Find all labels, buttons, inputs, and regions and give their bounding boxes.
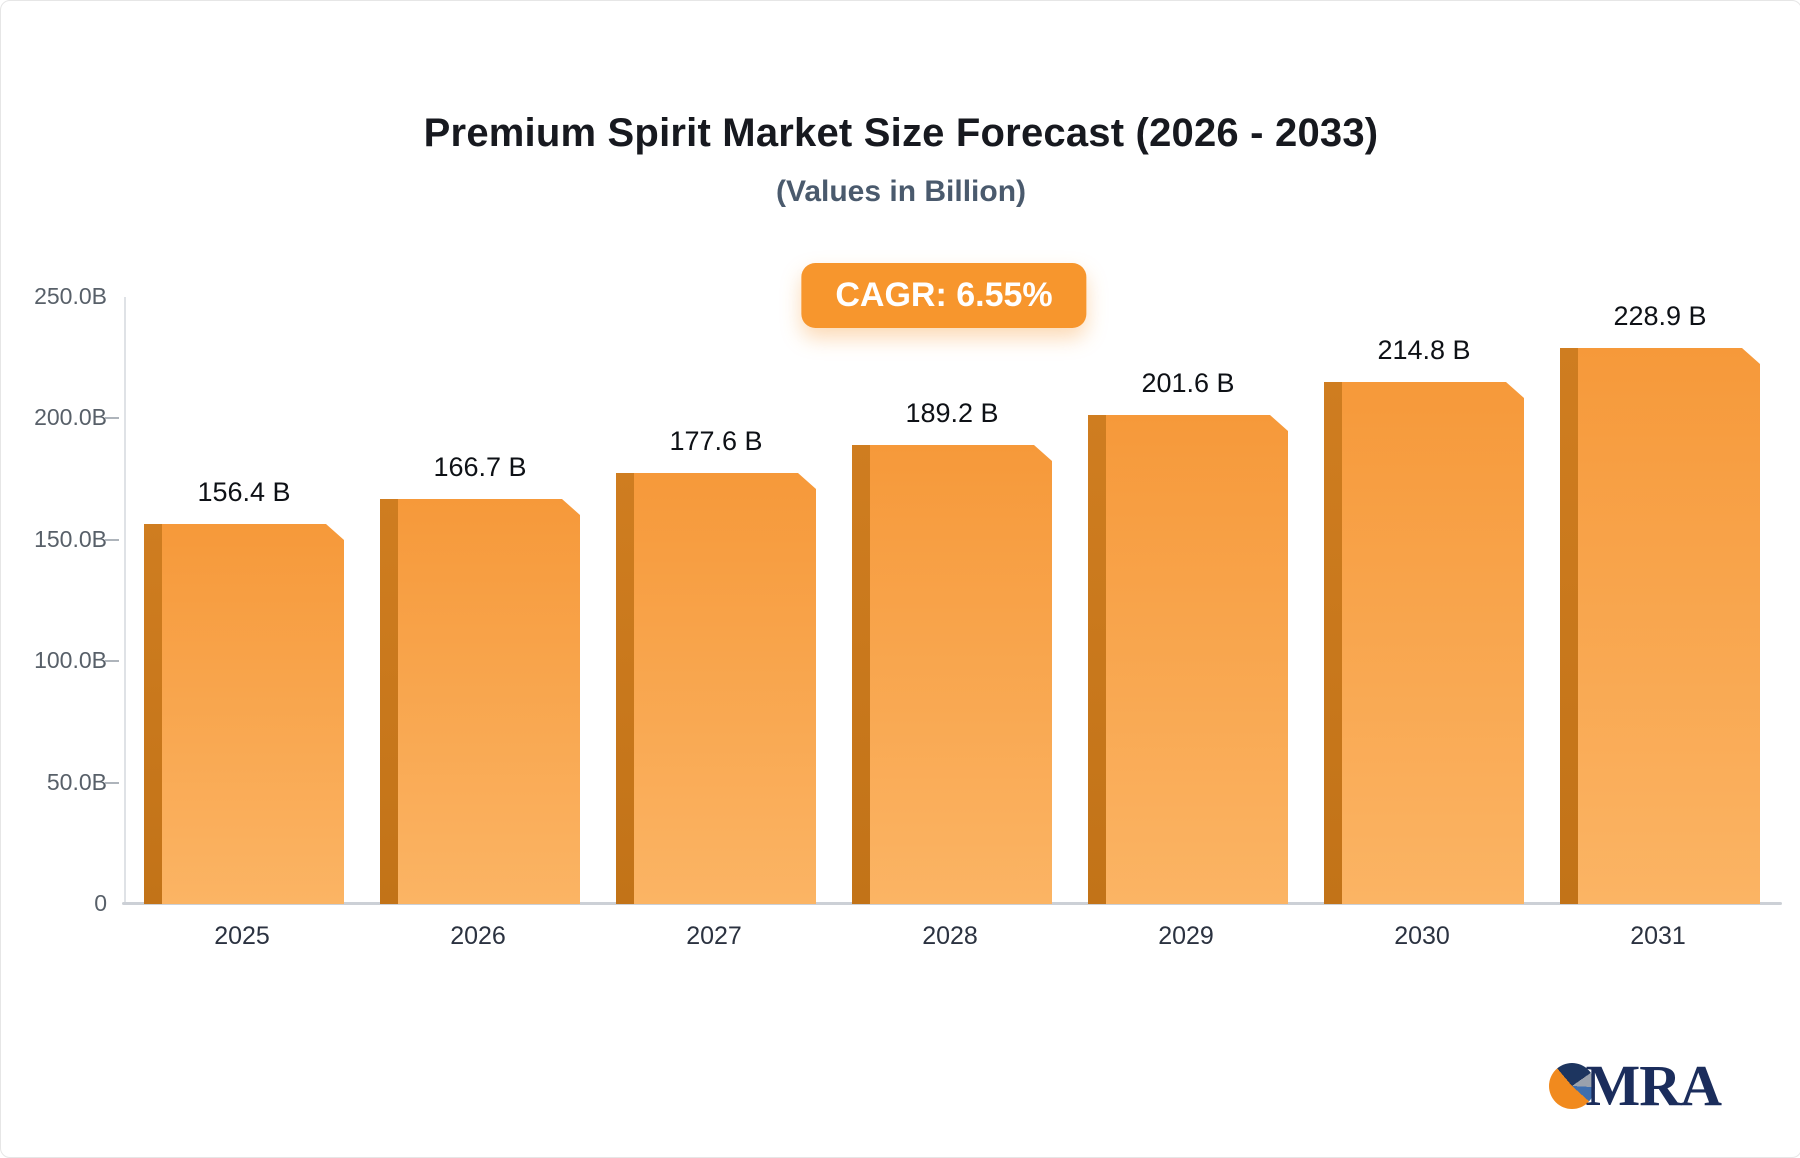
y-axis-label: 150.0B <box>34 525 107 552</box>
bar-side-face <box>380 499 398 904</box>
bar <box>616 473 816 904</box>
logo-pie-icon <box>1549 1063 1596 1109</box>
x-axis-label: 2030 <box>1394 922 1450 950</box>
bar <box>380 499 580 904</box>
x-axis-label: 2031 <box>1630 922 1686 950</box>
bar-value-label: 228.9 B <box>1613 301 1707 331</box>
bar-front-face <box>1342 382 1524 904</box>
x-axis-label: 2027 <box>686 922 742 950</box>
x-axis-label: 2026 <box>450 922 506 950</box>
bar-side-face <box>616 473 634 904</box>
plot-area: 156.4 B 166.7 B 177.6 B 189.2 B 201.6 B 214.8… <box>124 297 1778 904</box>
bar-slot: 166.7 B <box>362 297 598 904</box>
y-axis-label: 50.0B <box>46 768 107 795</box>
y-axis-label: 0 <box>94 890 107 916</box>
bar-side-face <box>144 524 162 904</box>
y-axis-tick <box>105 781 119 784</box>
bar <box>1324 382 1524 904</box>
bar-front-face <box>398 499 580 904</box>
y-axis-label: 250.0B <box>34 283 107 309</box>
bar <box>852 445 1052 904</box>
bar-value-label: 189.2 B <box>905 398 999 428</box>
chart-title: Premium Spirit Market Size Forecast (202… <box>423 111 1379 155</box>
y-axis-label: 100.0B <box>34 647 107 674</box>
bar-value-label: 177.6 B <box>669 426 763 456</box>
x-axis-label: 2029 <box>1158 922 1214 950</box>
bar-slot: 156.4 B <box>126 297 362 904</box>
bar-side-face <box>1324 382 1342 904</box>
bar <box>144 524 344 904</box>
x-axis-label: 2025 <box>214 922 270 950</box>
bar-value-label: 201.6 B <box>1141 368 1235 398</box>
cagr-badge: CAGR: 6.55% <box>801 263 1087 328</box>
bar-value-label: 166.7 B <box>433 452 527 482</box>
bar-front-face <box>1106 415 1288 904</box>
logo: MRA <box>1549 1053 1722 1118</box>
logo-text: MRA <box>1585 1053 1722 1118</box>
bar-front-face <box>870 445 1052 904</box>
y-axis-tick <box>105 660 119 663</box>
bar-front-face <box>634 473 816 904</box>
bar-slot: 228.9 B <box>1542 297 1778 904</box>
bar-side-face <box>852 445 870 904</box>
y-axis-label: 200.0B <box>34 404 107 431</box>
bar-slot: 177.6 B <box>598 297 834 904</box>
y-axis-tick <box>105 417 119 420</box>
bar-side-face <box>1560 348 1578 904</box>
bar-slot: 214.8 B <box>1306 297 1542 904</box>
x-axis-label: 2028 <box>922 922 978 950</box>
bar <box>1560 348 1760 904</box>
y-axis-tick <box>105 538 119 541</box>
bar-value-label: 156.4 B <box>197 477 291 507</box>
chart-subtitle: (Values in Billion) <box>775 175 1027 208</box>
bar-side-face <box>1088 415 1106 904</box>
bar <box>1088 415 1288 904</box>
bar-value-label: 214.8 B <box>1377 335 1471 365</box>
bar-slot: 201.6 B <box>1070 297 1306 904</box>
bar-front-face <box>162 524 344 904</box>
bar-front-face <box>1578 348 1760 904</box>
bar-slot: 189.2 B <box>834 297 1070 904</box>
